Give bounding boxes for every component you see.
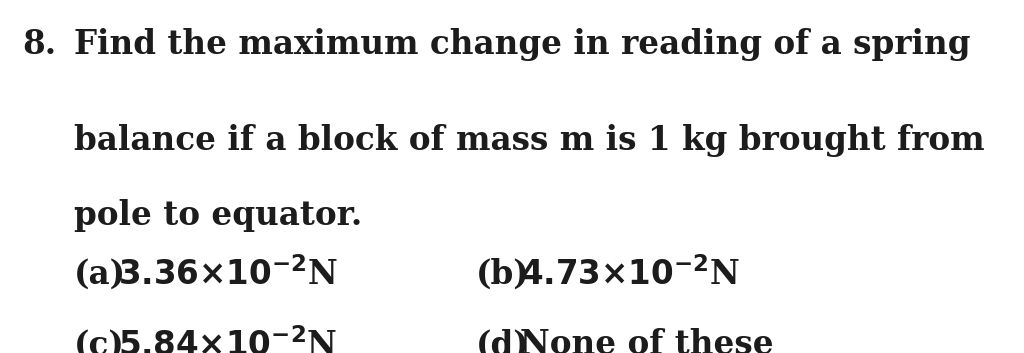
Text: (b): (b)	[476, 258, 529, 291]
Text: (a): (a)	[74, 258, 126, 291]
Text: $\mathbf{5.84{\times}10^{-2}}$N: $\mathbf{5.84{\times}10^{-2}}$N	[118, 328, 337, 353]
Text: $\mathbf{3.36{\times}10^{-2}}$N: $\mathbf{3.36{\times}10^{-2}}$N	[118, 258, 338, 293]
Text: None of these: None of these	[520, 328, 774, 353]
Text: 8.: 8.	[23, 28, 56, 61]
Text: balance if a block of mass m is 1 kg brought from: balance if a block of mass m is 1 kg bro…	[74, 124, 984, 156]
Text: (c): (c)	[74, 328, 125, 353]
Text: (d): (d)	[476, 328, 529, 353]
Text: $\mathbf{4.73{\times}10^{-2}}$N: $\mathbf{4.73{\times}10^{-2}}$N	[520, 258, 740, 293]
Text: Find the maximum change in reading of a spring: Find the maximum change in reading of a …	[74, 28, 970, 61]
Text: pole to equator.: pole to equator.	[74, 199, 361, 232]
